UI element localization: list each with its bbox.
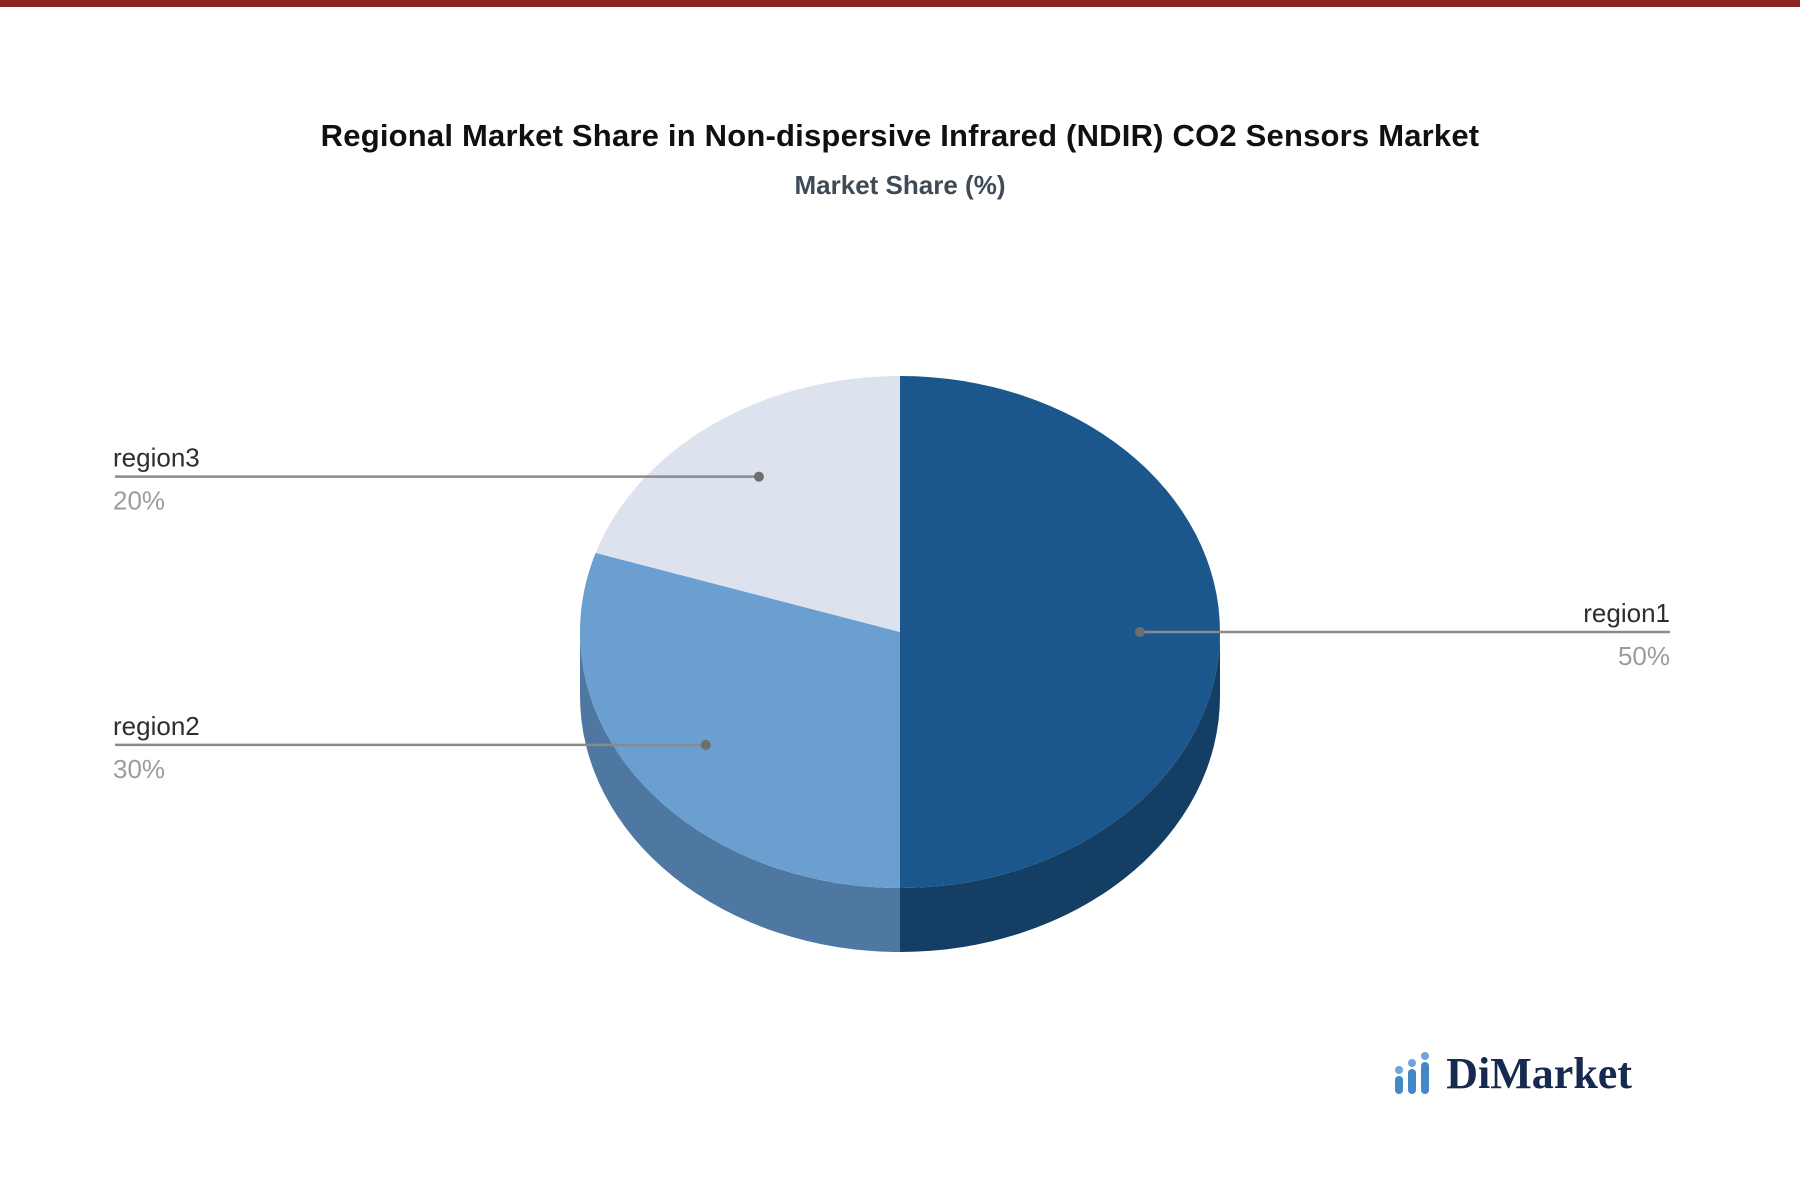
pie-slice-side-region1 bbox=[900, 632, 1220, 952]
slice-value-region2: 30% bbox=[113, 754, 165, 784]
pie-slice-region1[interactable] bbox=[900, 376, 1220, 888]
logo-bar-2 bbox=[1408, 1069, 1417, 1094]
chart-title: Regional Market Share in Non-dispersive … bbox=[320, 118, 1480, 153]
logo-bar-3 bbox=[1421, 1062, 1430, 1094]
slice-label-region1: region1 bbox=[1583, 598, 1670, 628]
pie-slice-region3[interactable] bbox=[595, 376, 900, 632]
slice-label-region3: region3 bbox=[113, 443, 200, 473]
leader-dot-region1 bbox=[1135, 627, 1145, 637]
pie-slice-side-region2 bbox=[580, 632, 900, 952]
slice-value-region3: 20% bbox=[113, 486, 165, 516]
logo-dot-2 bbox=[1408, 1059, 1417, 1067]
slice-value-region1: 50% bbox=[1618, 641, 1670, 671]
logo-dot-3 bbox=[1421, 1052, 1430, 1060]
slice-label-region2: region2 bbox=[113, 711, 200, 741]
leader-dot-region3 bbox=[753, 471, 764, 482]
leader-dot-region2 bbox=[700, 739, 711, 750]
logo-bar-1 bbox=[1395, 1076, 1404, 1094]
brand-logo-text: DiMarket bbox=[1446, 1049, 1632, 1098]
pie-slice-region2[interactable] bbox=[579, 552, 900, 888]
logo-dot-1 bbox=[1395, 1066, 1404, 1074]
brand-logo: DiMarket bbox=[1394, 1052, 1632, 1096]
chart-subtitle: Market Share (%) bbox=[794, 170, 1006, 200]
top-accent-bar bbox=[0, 0, 1800, 7]
bar-chart-icon bbox=[1395, 1052, 1430, 1094]
